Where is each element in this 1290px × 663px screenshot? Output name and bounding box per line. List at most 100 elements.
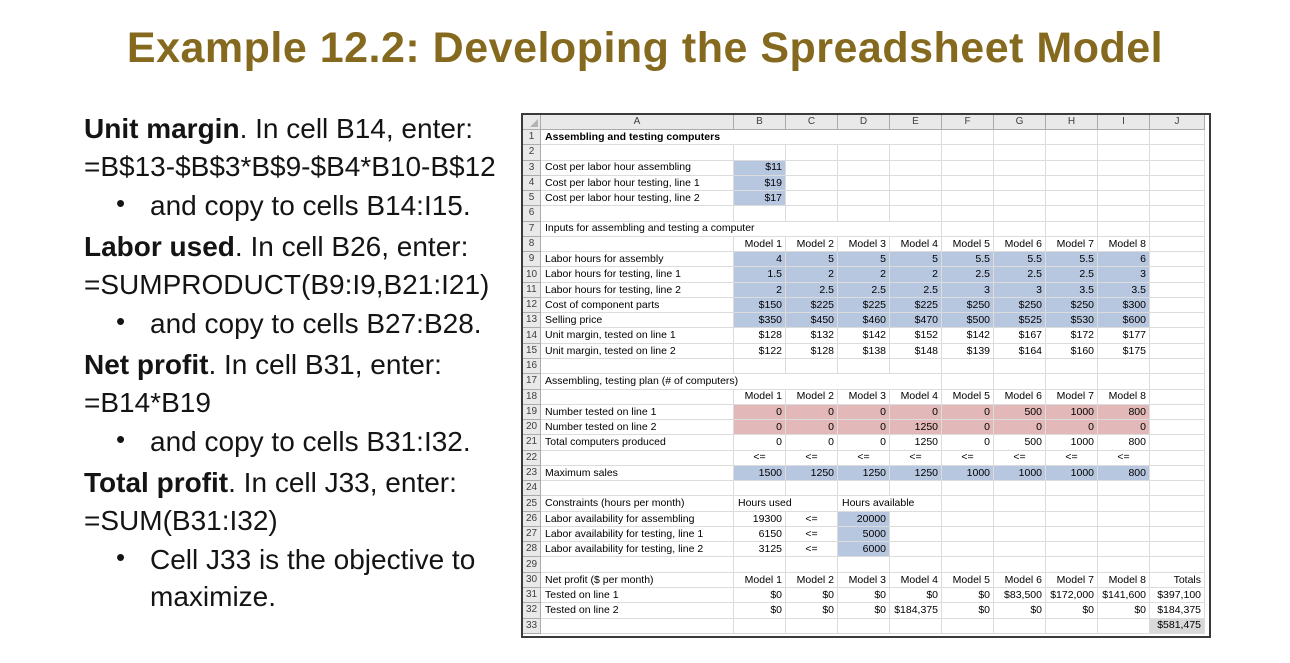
cell-B9: 4	[734, 252, 786, 268]
cell-G4	[994, 175, 1046, 192]
cell-I30: Model 8	[1098, 572, 1150, 588]
cell-F3	[942, 160, 994, 176]
cell-A7: Inputs for assembling and testing a comp…	[541, 221, 942, 237]
cell-B29	[734, 557, 786, 573]
cell-G15: $164	[994, 343, 1046, 359]
cell-J13	[1150, 313, 1205, 329]
cell-F23: 1000	[942, 465, 994, 482]
cell-H15: $160	[1046, 343, 1098, 359]
cell-F32: $0	[942, 603, 994, 619]
cell-F25	[942, 496, 994, 512]
cell-D30: Model 3	[838, 572, 890, 588]
cell-D33	[838, 618, 890, 634]
cell-B27: 6150	[734, 526, 786, 543]
cell-J6	[1150, 206, 1205, 222]
cell-E12: $225	[890, 297, 942, 314]
cell-J5	[1150, 191, 1205, 207]
cell-J1	[1150, 130, 1205, 146]
row-header-27: 27	[523, 526, 541, 543]
cell-I7	[1098, 221, 1150, 237]
cell-E14: $152	[890, 328, 942, 344]
cell-F24	[942, 481, 994, 497]
cell-C33	[786, 618, 838, 634]
cell-F10: 2.5	[942, 267, 994, 283]
cell-H4	[1046, 175, 1098, 192]
cell-A20: Number tested on line 2	[541, 420, 734, 436]
row-header-31: 31	[523, 587, 541, 604]
cell-F30: Model 5	[942, 572, 994, 588]
cell-I19: 800	[1098, 404, 1150, 421]
cell-A28: Labor availability for testing, line 2	[541, 542, 734, 558]
cell-D2	[838, 145, 890, 161]
row-header-33: 33	[523, 618, 541, 634]
cell-F8: Model 5	[942, 236, 994, 253]
cell-I15: $175	[1098, 343, 1150, 359]
cell-E3	[890, 160, 942, 176]
cell-I5	[1098, 191, 1150, 207]
cell-A23: Maximum sales	[541, 465, 734, 482]
cell-E22: <=	[890, 450, 942, 466]
instruction-head: Unit margin. In cell B14, enter:	[84, 110, 532, 148]
cell-G31: $83,500	[994, 587, 1046, 604]
instruction-lead: Unit margin	[84, 113, 240, 144]
cell-F6	[942, 206, 994, 222]
cell-G12: $250	[994, 297, 1046, 314]
cell-B5: $17	[734, 191, 786, 207]
cell-A17: Assembling, testing plan (# of computers…	[541, 374, 942, 390]
column-header-C: C	[786, 115, 838, 130]
row-header-24: 24	[523, 481, 541, 497]
cell-A14: Unit margin, tested on line 1	[541, 328, 734, 344]
instruction-formula: =SUM(B31:I32)	[84, 505, 278, 537]
cell-J7	[1150, 221, 1205, 237]
cell-B11: 2	[734, 282, 786, 298]
cell-G24	[994, 481, 1046, 497]
cell-F28	[942, 542, 994, 558]
cell-E13: $470	[890, 313, 942, 329]
cell-D29	[838, 557, 890, 573]
cell-G9: 5.5	[994, 252, 1046, 268]
cell-J23	[1150, 465, 1205, 482]
cell-B33	[734, 618, 786, 634]
cell-C29	[786, 557, 838, 573]
cell-H31: $172,000	[1046, 587, 1098, 604]
cell-I10: 3	[1098, 267, 1150, 283]
cell-G22: <=	[994, 450, 1046, 466]
cell-C32: $0	[786, 603, 838, 619]
cell-F9: 5.5	[942, 252, 994, 268]
cell-H7	[1046, 221, 1098, 237]
cell-J33: $581,475	[1150, 618, 1205, 634]
cell-H16	[1046, 358, 1098, 375]
cell-E21: 1250	[890, 435, 942, 451]
cell-F7	[942, 221, 994, 237]
cell-D5	[838, 191, 890, 207]
cell-A29	[541, 557, 734, 573]
cell-E16	[890, 358, 942, 375]
cell-A9: Labor hours for assembly	[541, 252, 734, 268]
instruction-head-rest: . In cell B26, enter:	[234, 230, 469, 262]
instruction-head: Labor used. In cell B26, enter:	[84, 228, 532, 266]
cell-I18: Model 8	[1098, 389, 1150, 405]
cell-H24	[1046, 481, 1098, 497]
cell-E8: Model 4	[890, 236, 942, 253]
row-header-3: 3	[523, 160, 541, 176]
cell-C13: $450	[786, 313, 838, 329]
instruction-head-rest: . In cell B14, enter:	[239, 113, 474, 144]
cell-I11: 3.5	[1098, 282, 1150, 298]
cell-F5	[942, 191, 994, 207]
column-header-F: F	[942, 115, 994, 130]
cell-J14	[1150, 328, 1205, 344]
cell-C30: Model 2	[786, 572, 838, 588]
cell-B31: $0	[734, 587, 786, 604]
cell-G6	[994, 206, 1046, 222]
cell-A1: Assembling and testing computers	[541, 130, 942, 146]
cell-E30: Model 4	[890, 572, 942, 588]
instruction-bullet: Cell J33 is the objective to maximize.	[116, 540, 532, 615]
cell-I25	[1098, 496, 1150, 512]
cell-G5	[994, 191, 1046, 207]
cell-H19: 1000	[1046, 404, 1098, 421]
column-header-G: G	[994, 115, 1046, 130]
cell-C19: 0	[786, 404, 838, 421]
column-header-A: A	[541, 115, 734, 130]
cell-B10: 1.5	[734, 267, 786, 283]
cell-A18	[541, 389, 734, 405]
